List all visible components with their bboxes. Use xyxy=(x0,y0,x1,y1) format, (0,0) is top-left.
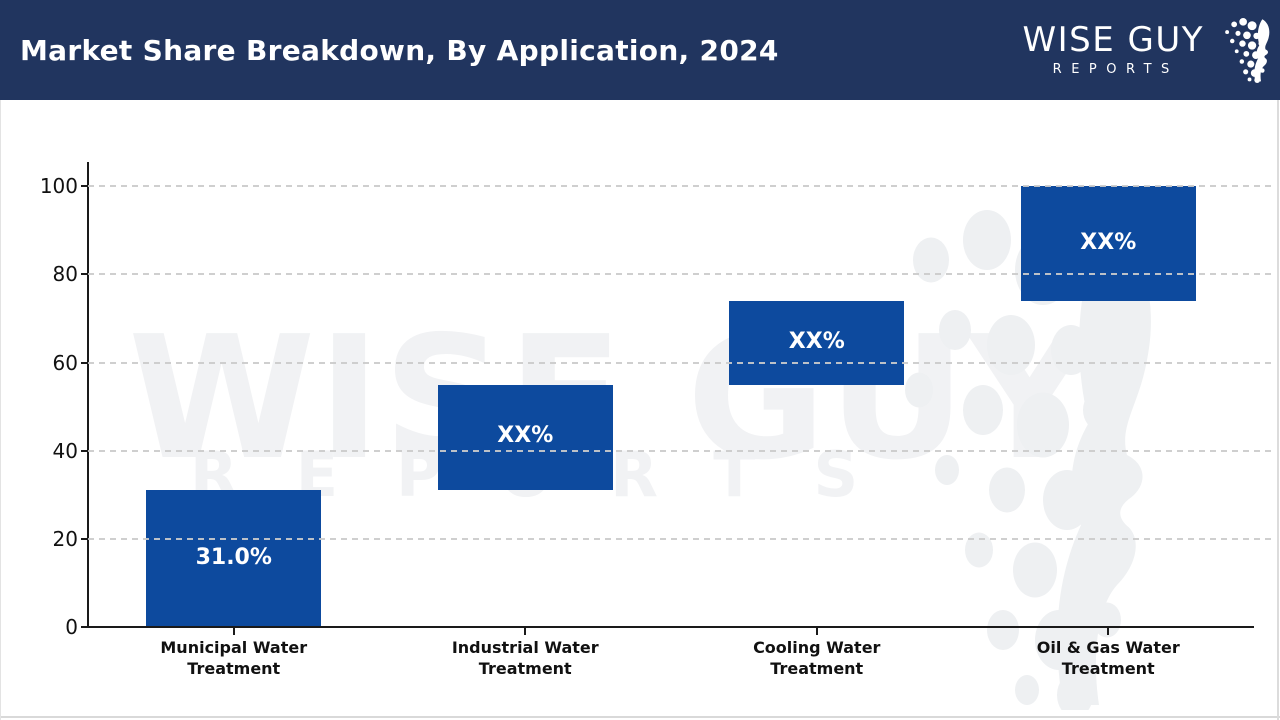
wise-guy-logo: WISE GUY REPORTS xyxy=(1022,9,1270,91)
y-tick-20 xyxy=(81,537,87,540)
y-tick-80 xyxy=(81,273,87,276)
logo-wordmark: WISE GUY xyxy=(1022,20,1204,61)
y-tick-label: 20 xyxy=(52,526,78,551)
left-border-line xyxy=(0,100,1,720)
right-border-line xyxy=(1277,100,1279,720)
logo-subtitle: REPORTS xyxy=(1052,61,1179,77)
x-tick xyxy=(232,628,235,635)
bar-segment xyxy=(146,490,322,627)
y-tick-100 xyxy=(81,185,87,188)
gridline-60 xyxy=(88,361,1272,364)
y-tick-label: 80 xyxy=(52,262,78,287)
bar-segment xyxy=(437,384,613,491)
gridline-20 xyxy=(88,537,1272,540)
y-tick-0 xyxy=(81,626,87,628)
y-tick-label: 60 xyxy=(52,350,78,375)
page-title: Market Share Breakdown, By Application, … xyxy=(20,33,779,67)
x-category-label: Industrial Water Treatment xyxy=(451,638,599,678)
bar-segment xyxy=(1020,186,1196,301)
x-category-label: Cooling Water Treatment xyxy=(753,638,881,678)
y-tick-60 xyxy=(81,361,87,364)
x-category-label: Oil & Gas Water Treatment xyxy=(1036,638,1180,678)
header-bar: Market Share Breakdown, By Application, … xyxy=(0,0,1280,100)
y-axis-spine xyxy=(87,162,89,628)
x-category-label: Municipal Water Treatment xyxy=(160,638,308,678)
x-axis-spine xyxy=(87,626,1254,629)
bar-value-label: XX% xyxy=(497,423,554,449)
y-tick-40 xyxy=(81,449,87,452)
bottom-border-line xyxy=(0,716,1280,718)
logo-face-icon xyxy=(1225,18,1270,83)
bar-segment xyxy=(729,300,905,385)
bar-value-label: XX% xyxy=(1080,229,1137,255)
logo-text: WISE GUY REPORTS xyxy=(1022,20,1204,77)
gridline-40 xyxy=(88,449,1272,452)
x-tick xyxy=(1107,628,1110,635)
chart-area: WISE GUY REPORTS 02040608010031.0%Munici… xyxy=(0,100,1280,720)
y-tick-label: 40 xyxy=(52,438,78,463)
gridline-100 xyxy=(88,185,1272,188)
x-tick xyxy=(524,628,527,635)
y-tick-label: 100 xyxy=(39,174,78,199)
gridline-80 xyxy=(88,273,1272,276)
bar-value-label: 31.0% xyxy=(195,544,272,570)
bar-value-label: XX% xyxy=(788,328,845,354)
x-tick xyxy=(815,628,818,635)
y-tick-label: 0 xyxy=(65,615,78,639)
